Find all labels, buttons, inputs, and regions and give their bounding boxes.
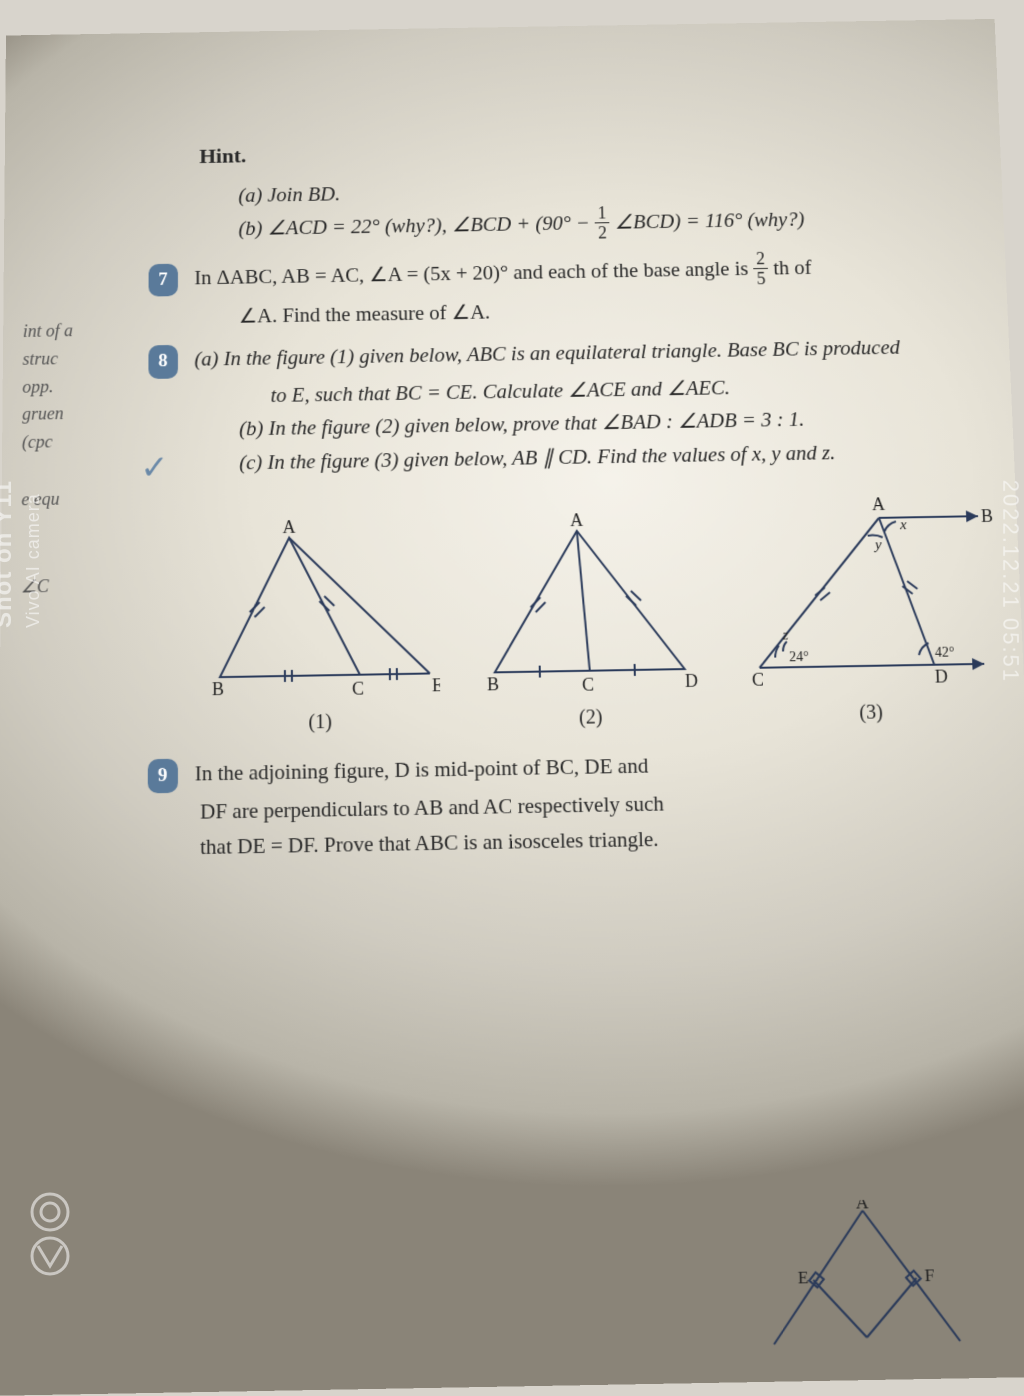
vivo-logo-icon	[20, 1190, 80, 1285]
figure-2: A B C D (2)	[477, 511, 701, 731]
figure-row: A B C E (1) A	[200, 487, 946, 736]
figure-2-caption: (2)	[480, 704, 701, 731]
svg-text:z: z	[781, 627, 789, 643]
figure-9-partial: A E F	[759, 1198, 970, 1350]
svg-text:x: x	[899, 517, 908, 533]
svg-text:C: C	[752, 669, 765, 689]
svg-text:C: C	[582, 674, 594, 695]
svg-text:A: A	[283, 516, 296, 536]
svg-text:D: D	[685, 670, 699, 691]
svg-text:D: D	[934, 666, 948, 687]
svg-text:E: E	[798, 1267, 809, 1288]
svg-text:24°: 24°	[789, 648, 809, 664]
svg-text:C: C	[352, 678, 364, 699]
svg-text:E: E	[432, 674, 440, 694]
question-badge-8: 8	[148, 345, 177, 378]
svg-text:F: F	[924, 1265, 935, 1286]
hint-heading: Hint.	[199, 132, 923, 169]
svg-text:A: A	[872, 494, 886, 514]
checkmark-icon: ✓	[140, 448, 168, 487]
svg-text:42°: 42°	[935, 644, 955, 660]
svg-text:B: B	[212, 678, 224, 699]
svg-text:A: A	[856, 1198, 869, 1213]
svg-text:B: B	[487, 673, 499, 694]
svg-text:y: y	[873, 537, 883, 553]
timestamp-watermark: 2022.12.21 05:51	[997, 479, 1023, 682]
question-badge-9: 9	[148, 758, 178, 793]
figure-1: A B C E (1)	[200, 515, 441, 736]
svg-text:A: A	[570, 511, 584, 530]
textbook-page: int of a struc opp. gruen (cpc e equ ∠C …	[56, 57, 1022, 1352]
shot-on-watermark: Shot on Y11 Vivo AI camera	[0, 480, 46, 628]
figure-3: A B C D x y z 24° 42° (3)	[734, 486, 1001, 726]
question-badge-7: 7	[149, 264, 178, 297]
svg-text:B: B	[981, 505, 994, 525]
figure-3-caption: (3)	[741, 699, 1002, 726]
figure-1-caption: (1)	[200, 709, 441, 736]
